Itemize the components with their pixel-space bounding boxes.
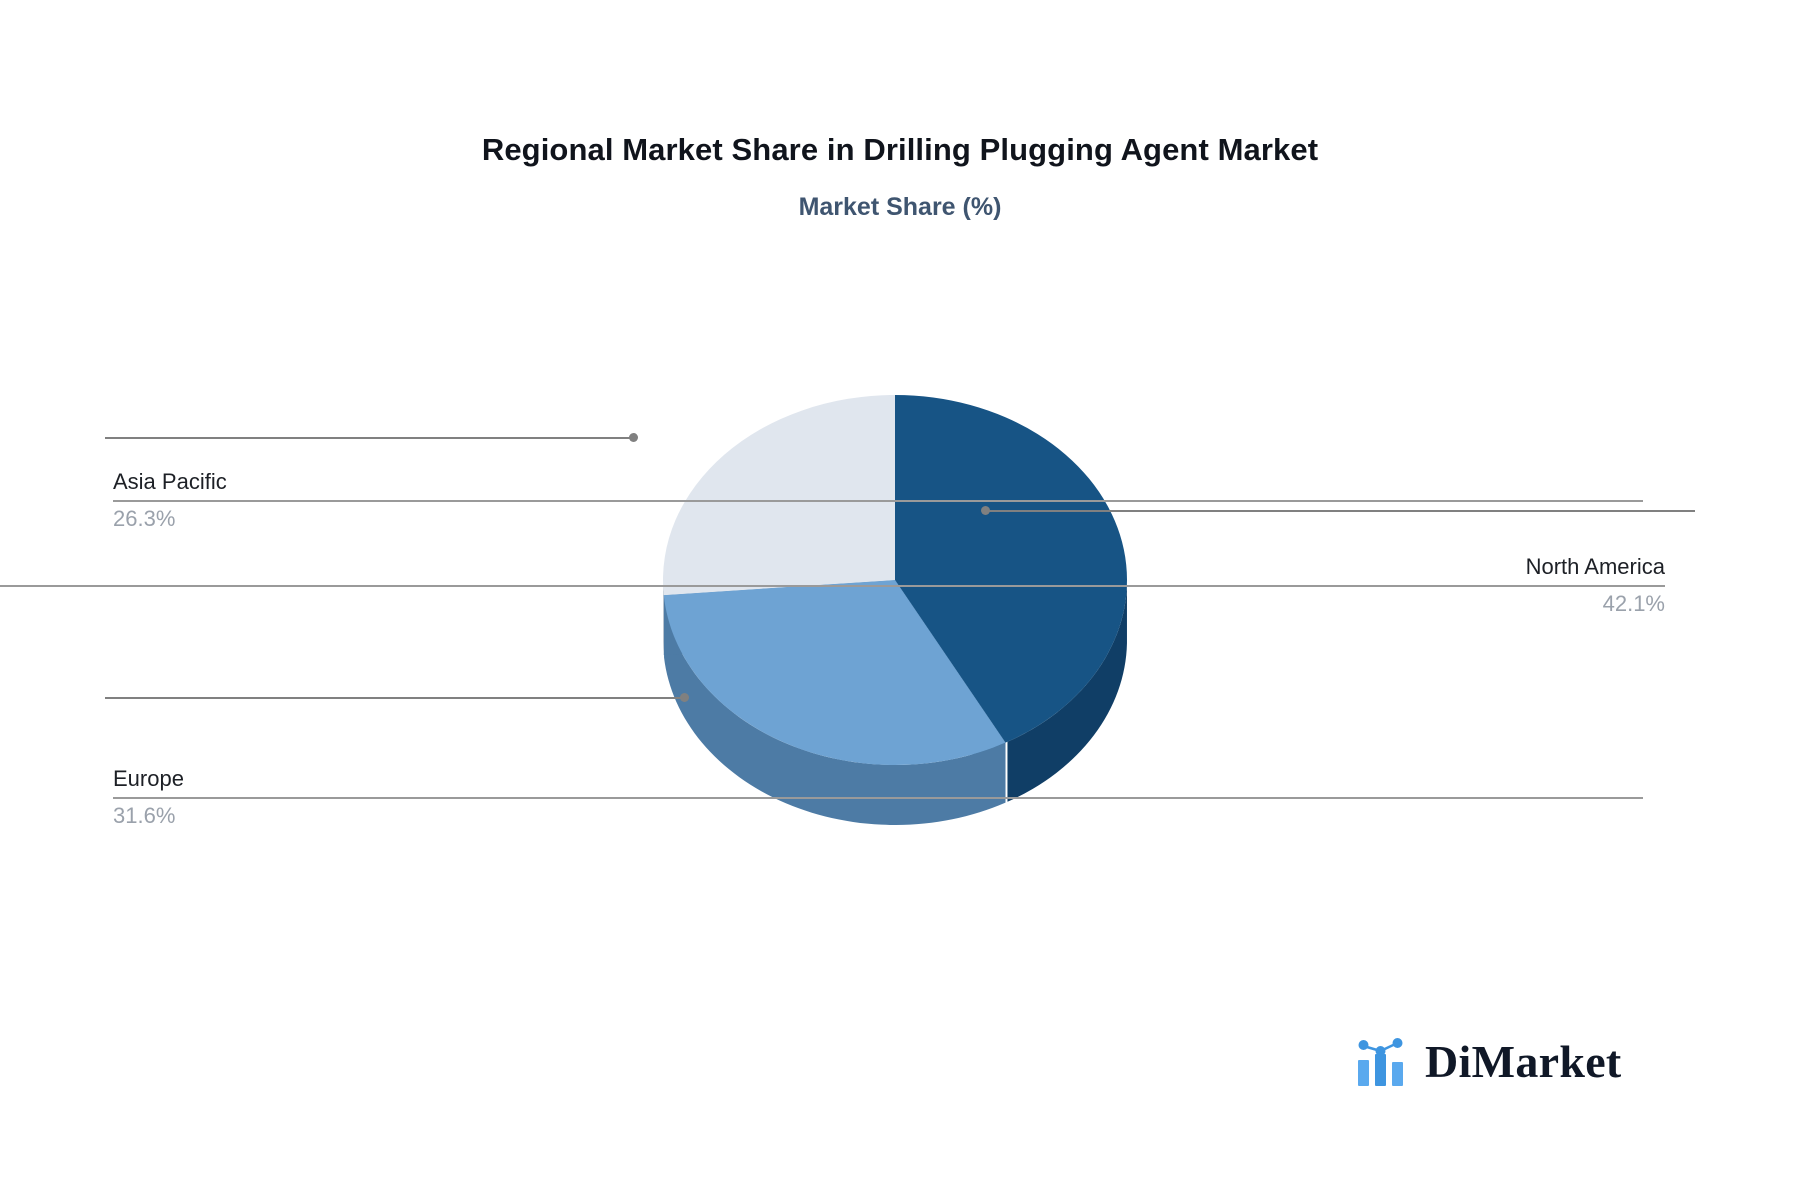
pie-svg	[663, 395, 1128, 825]
pie-slice-north-america	[895, 395, 1128, 743]
leader-line-asia-pacific	[105, 437, 635, 439]
leader-line-north-america	[985, 510, 1695, 512]
callout-label-europe: Europe	[113, 766, 184, 791]
brand-logo: DiMarket	[1355, 1035, 1622, 1088]
pie-side-asia-pacific	[663, 582, 664, 656]
callout-value-asia-pacific: 26.3%	[113, 505, 176, 531]
leader-line-europe	[105, 697, 685, 699]
leader-dot-asia-pacific	[629, 433, 638, 442]
pie-slice-europe	[663, 580, 1006, 765]
chart-title: Regional Market Share in Drilling Pluggi…	[481, 132, 1319, 167]
pie-side-europe	[664, 597, 1006, 825]
pie-slice-asia-pacific	[663, 395, 895, 596]
callout-rule-north-america	[0, 584, 1665, 587]
callout-asia-pacific: Asia Pacific 26.3%	[113, 468, 1643, 533]
callout-label-asia-pacific: Asia Pacific	[113, 469, 227, 494]
brand-name: DiMarket	[1425, 1036, 1622, 1087]
leader-dot-north-america	[981, 506, 990, 515]
callout-europe: Europe 31.6%	[113, 765, 1643, 830]
pie-chart	[545, 340, 1245, 940]
callout-value-north-america: 42.1%	[1602, 590, 1665, 616]
callout-label-north-america: North America	[1525, 554, 1665, 579]
callout-rule-europe	[113, 796, 1643, 799]
bar-chart-icon	[1358, 1037, 1403, 1086]
callout-value-europe: 31.6%	[113, 802, 176, 828]
pie-side-north-america	[1007, 583, 1127, 802]
chart-subtitle: Market Share (%)	[798, 193, 1002, 221]
leader-dot-europe	[680, 693, 689, 702]
callout-north-america: North America 42.1%	[0, 553, 1665, 618]
callout-rule-asia-pacific	[113, 499, 1643, 502]
